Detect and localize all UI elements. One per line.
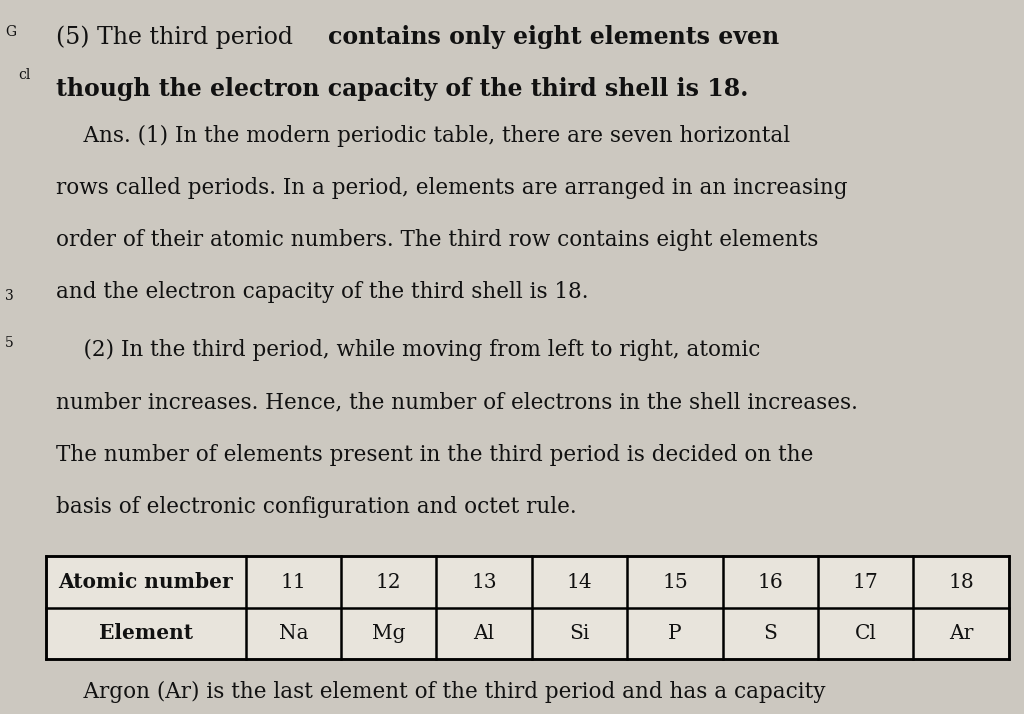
Text: Cl: Cl	[855, 624, 877, 643]
Text: Atomic number: Atomic number	[58, 572, 233, 592]
Text: rows called periods. In a period, elements are arranged in an increasing: rows called periods. In a period, elemen…	[56, 177, 848, 199]
Text: 11: 11	[281, 573, 306, 591]
Text: (5) The third period: (5) The third period	[56, 25, 301, 49]
Text: number increases. Hence, the number of electrons in the shell increases.: number increases. Hence, the number of e…	[56, 391, 858, 413]
Text: 3: 3	[5, 289, 14, 303]
Text: Element: Element	[99, 623, 193, 643]
Text: Mg: Mg	[372, 624, 406, 643]
Text: 17: 17	[853, 573, 879, 591]
Text: Al: Al	[473, 624, 495, 643]
Text: S: S	[763, 624, 777, 643]
Text: 13: 13	[471, 573, 497, 591]
Text: though the electron capacity of the third shell is 18.: though the electron capacity of the thir…	[56, 77, 749, 101]
Text: (2) In the third period, while moving from left to right, atomic: (2) In the third period, while moving fr…	[56, 339, 761, 361]
Text: The number of elements present in the third period is decided on the: The number of elements present in the th…	[56, 443, 814, 466]
Text: order of their atomic numbers. The third row contains eight elements: order of their atomic numbers. The third…	[56, 229, 819, 251]
Text: G: G	[5, 25, 16, 39]
Text: Ar: Ar	[949, 624, 973, 643]
Text: 18: 18	[948, 573, 974, 591]
Text: 16: 16	[758, 573, 783, 591]
Text: contains only eight elements even: contains only eight elements even	[328, 25, 779, 49]
Text: Si: Si	[569, 624, 590, 643]
Text: Argon (Ar) is the last element of the third period and has a capacity: Argon (Ar) is the last element of the th…	[56, 680, 825, 703]
Text: P: P	[668, 624, 682, 643]
Text: 5: 5	[5, 336, 14, 350]
Text: 15: 15	[662, 573, 688, 591]
Text: and the electron capacity of the third shell is 18.: and the electron capacity of the third s…	[56, 281, 589, 303]
Text: 12: 12	[376, 573, 401, 591]
Text: basis of electronic configuration and octet rule.: basis of electronic configuration and oc…	[56, 496, 577, 518]
FancyBboxPatch shape	[46, 556, 1009, 659]
Text: Ans. (1) In the modern periodic table, there are seven horizontal: Ans. (1) In the modern periodic table, t…	[56, 125, 791, 147]
Text: Na: Na	[279, 624, 308, 643]
Text: cl: cl	[18, 68, 31, 82]
Text: 14: 14	[566, 573, 592, 591]
